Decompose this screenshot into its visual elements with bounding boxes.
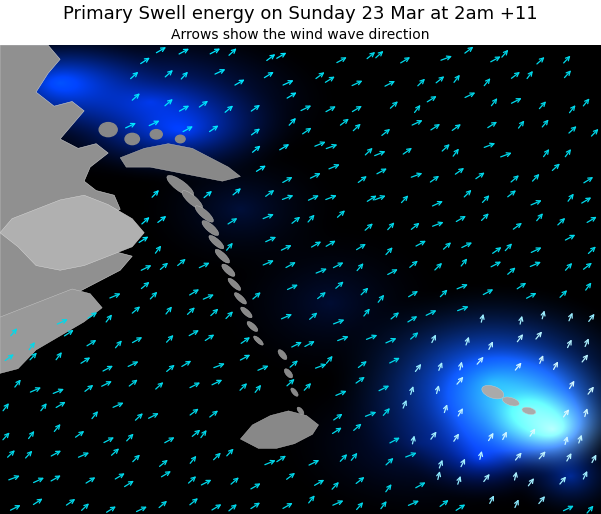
Ellipse shape [482, 386, 504, 399]
Ellipse shape [202, 221, 219, 235]
Text: Arrows show the wind wave direction: Arrows show the wind wave direction [171, 28, 430, 42]
Ellipse shape [297, 407, 304, 415]
Circle shape [175, 135, 185, 143]
Ellipse shape [182, 191, 203, 209]
Text: Primary Swell energy on Sunday 23 Mar at 2am +11: Primary Swell energy on Sunday 23 Mar at… [63, 5, 538, 23]
Polygon shape [120, 144, 240, 181]
Polygon shape [0, 195, 144, 270]
Polygon shape [240, 411, 319, 448]
Polygon shape [0, 45, 132, 350]
Ellipse shape [209, 235, 224, 249]
Ellipse shape [278, 350, 287, 360]
Ellipse shape [502, 397, 519, 406]
Ellipse shape [291, 388, 298, 396]
Ellipse shape [284, 369, 293, 378]
Circle shape [99, 122, 117, 137]
Ellipse shape [228, 278, 241, 290]
Ellipse shape [195, 206, 213, 222]
Circle shape [125, 133, 139, 144]
Circle shape [150, 130, 162, 139]
Ellipse shape [222, 264, 235, 277]
Ellipse shape [522, 407, 536, 414]
Ellipse shape [241, 307, 252, 318]
Polygon shape [0, 289, 102, 373]
Ellipse shape [254, 336, 263, 345]
Ellipse shape [167, 175, 194, 196]
Ellipse shape [234, 292, 246, 304]
Ellipse shape [215, 249, 230, 263]
Ellipse shape [247, 321, 258, 332]
